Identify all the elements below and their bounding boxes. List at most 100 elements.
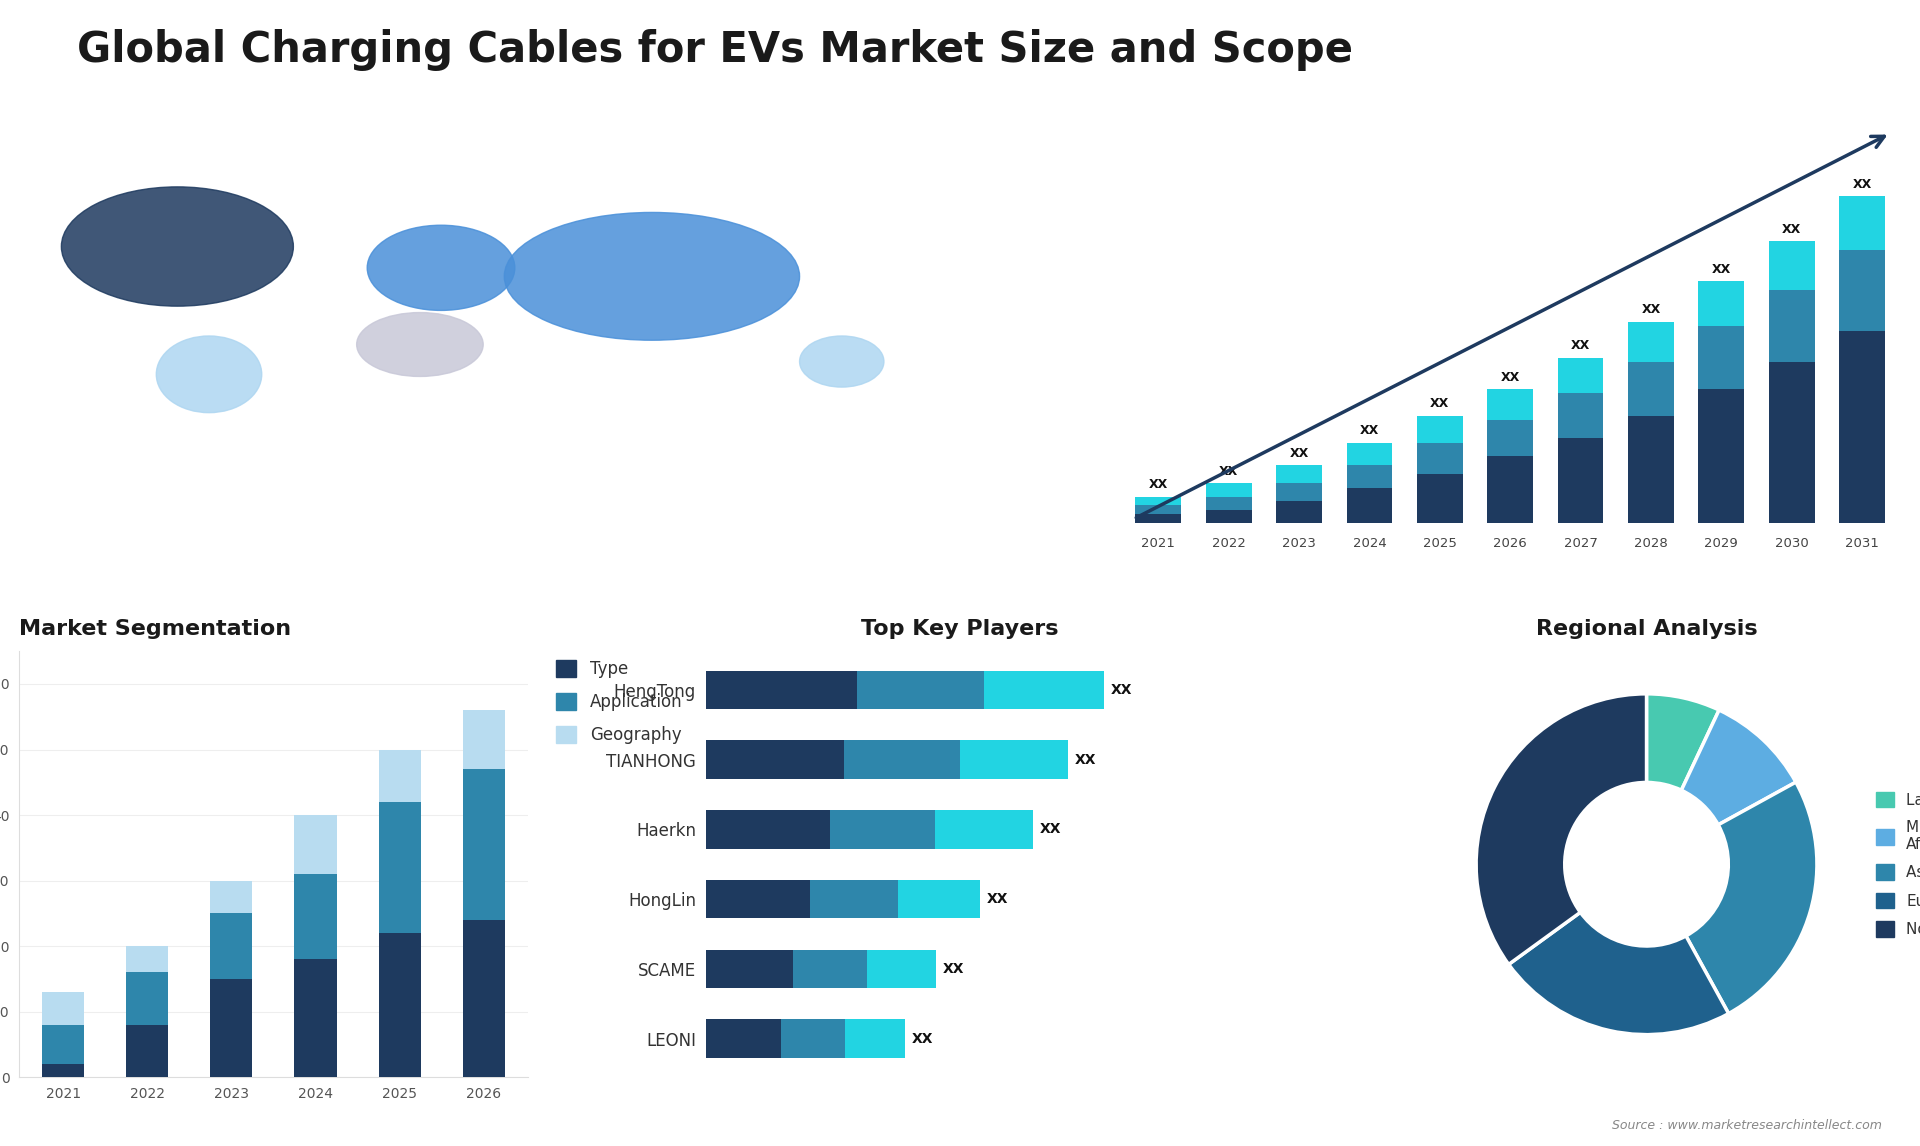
Text: XX: XX (1039, 823, 1062, 837)
Bar (1277, 484, 1323, 501)
Legend: Type, Application, Geography: Type, Application, Geography (557, 660, 682, 744)
Text: XX: XX (1290, 447, 1309, 460)
Bar (1206, 510, 1252, 524)
Bar (1768, 362, 1814, 524)
Bar (707, 740, 843, 779)
Bar (378, 802, 420, 933)
Bar (42, 992, 84, 1025)
Text: XX: XX (1571, 339, 1590, 352)
Bar (294, 874, 336, 959)
Text: XX: XX (987, 892, 1008, 906)
Bar (211, 913, 252, 979)
Bar (781, 1020, 845, 1058)
Bar (1488, 421, 1532, 456)
Ellipse shape (367, 226, 515, 311)
Bar (1488, 456, 1532, 524)
Bar (843, 740, 960, 779)
Text: Global Charging Cables for EVs Market Size and Scope: Global Charging Cables for EVs Market Si… (77, 29, 1354, 71)
Bar (1699, 327, 1743, 388)
Bar (463, 711, 505, 769)
Bar (1346, 465, 1392, 487)
Bar (985, 670, 1104, 709)
Bar (1699, 388, 1743, 524)
Bar (793, 950, 866, 988)
Ellipse shape (505, 212, 799, 340)
Bar (127, 947, 169, 972)
Bar (378, 933, 420, 1077)
Bar (42, 1025, 84, 1065)
Bar (707, 950, 793, 988)
Bar (1628, 362, 1674, 416)
Bar (463, 920, 505, 1077)
Text: XX: XX (912, 1031, 933, 1045)
Text: XX: XX (1853, 178, 1872, 190)
Bar (1346, 442, 1392, 465)
Bar (1277, 501, 1323, 524)
Text: XX: XX (1148, 478, 1167, 492)
Title: Top Key Players: Top Key Players (862, 619, 1058, 638)
Wedge shape (1686, 782, 1816, 1013)
Text: Market Segmentation: Market Segmentation (19, 619, 292, 638)
Bar (1839, 330, 1885, 524)
Bar (810, 880, 899, 918)
Legend: Latin America, Middle East &
Africa, Asia Pacific, Europe, North America: Latin America, Middle East & Africa, Asi… (1876, 792, 1920, 936)
Circle shape (1565, 783, 1728, 947)
Bar (829, 810, 935, 848)
Text: XX: XX (1501, 370, 1521, 384)
Text: XX: XX (1359, 424, 1379, 438)
Text: XX: XX (1782, 222, 1801, 236)
Text: XX: XX (1110, 683, 1133, 697)
Wedge shape (1476, 693, 1647, 965)
Bar (1346, 487, 1392, 524)
Wedge shape (1647, 693, 1718, 791)
Bar (1768, 241, 1814, 290)
Bar (1488, 388, 1532, 421)
Bar (1768, 290, 1814, 362)
Bar (294, 959, 336, 1077)
Bar (1417, 442, 1463, 474)
Bar (1557, 393, 1603, 438)
Bar (294, 815, 336, 874)
Bar (707, 1020, 781, 1058)
Bar (463, 769, 505, 920)
Bar (1557, 358, 1603, 393)
Text: XX: XX (1642, 304, 1661, 316)
Text: XX: XX (1430, 398, 1450, 410)
Text: XX: XX (1219, 464, 1238, 478)
Bar (707, 670, 856, 709)
Bar (211, 979, 252, 1077)
Title: Regional Analysis: Regional Analysis (1536, 619, 1757, 638)
Bar (42, 1065, 84, 1077)
Bar (866, 950, 935, 988)
Bar (127, 1025, 169, 1077)
Bar (1135, 505, 1181, 515)
Bar (1839, 196, 1885, 250)
Wedge shape (1509, 912, 1728, 1035)
Bar (1699, 281, 1743, 327)
Bar (935, 810, 1033, 848)
Bar (211, 880, 252, 913)
Bar (1206, 496, 1252, 510)
Bar (856, 670, 985, 709)
Bar (707, 880, 810, 918)
Bar (127, 972, 169, 1025)
Bar (1839, 250, 1885, 330)
Bar (1277, 465, 1323, 484)
Bar (960, 740, 1068, 779)
Wedge shape (1682, 711, 1795, 825)
Bar (899, 880, 979, 918)
Bar (707, 810, 829, 848)
Bar (1206, 484, 1252, 496)
Text: Source : www.marketresearchintellect.com: Source : www.marketresearchintellect.com (1611, 1120, 1882, 1132)
Bar (1135, 496, 1181, 505)
Bar (1135, 515, 1181, 524)
Bar (1628, 416, 1674, 524)
Text: XX: XX (1713, 262, 1732, 276)
Ellipse shape (61, 187, 294, 306)
Bar (378, 749, 420, 802)
Text: XX: XX (943, 961, 964, 976)
Text: XX: XX (1075, 753, 1096, 767)
Ellipse shape (799, 336, 883, 387)
Bar (1628, 322, 1674, 362)
Bar (1557, 438, 1603, 524)
